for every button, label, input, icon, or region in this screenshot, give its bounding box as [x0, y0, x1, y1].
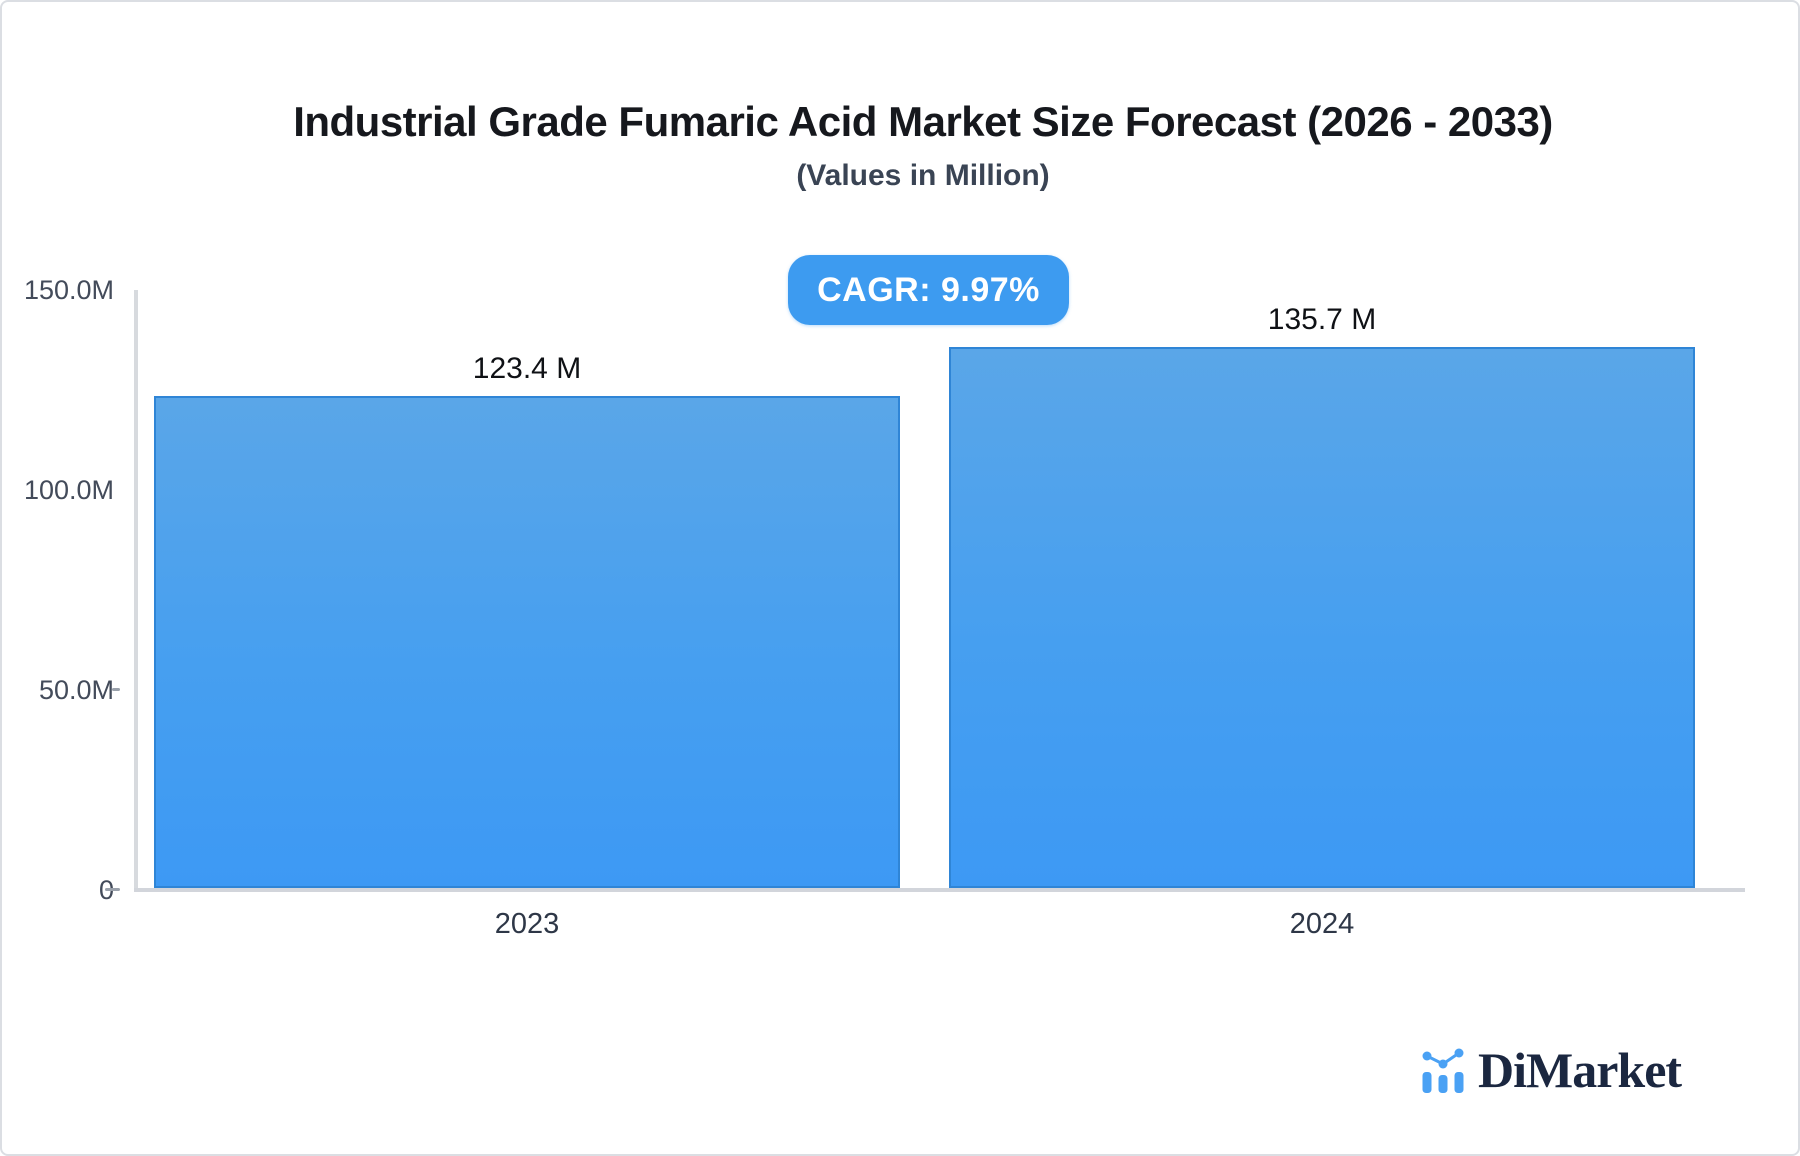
chart-subtitle: (Values in Million)	[796, 159, 1050, 192]
x-tick-label: 2024	[1289, 908, 1355, 940]
y-tick-label: 150.0M	[23, 275, 114, 305]
bar-value-label: 123.4 M	[472, 352, 582, 386]
dimarket-logo-text: DiMarket	[1478, 1042, 1682, 1098]
y-tick-mark	[112, 688, 120, 691]
y-tick-label: 100.0M	[23, 475, 114, 505]
cagr-badge: CAGR: 9.97%	[788, 255, 1069, 325]
cagr-badge-label: CAGR: 9.97%	[817, 270, 1040, 309]
y-tick-label: 50.0M	[38, 675, 114, 705]
bar-chart-trend-icon	[1422, 1048, 1464, 1093]
chart-title: Industrial Grade Fumaric Acid Market Siz…	[293, 98, 1553, 145]
y-axis-line	[134, 290, 138, 890]
y-tick-mark	[105, 888, 120, 891]
bar-value-label: 135.7 M	[1267, 303, 1377, 337]
y-tick-label: 0	[2, 873, 114, 907]
bar-2024[interactable]	[949, 347, 1695, 888]
bar-2023[interactable]	[154, 396, 900, 888]
dimarket-logo[interactable]: DiMarket	[1420, 1042, 1682, 1098]
x-tick-label: 2023	[494, 908, 560, 940]
x-axis-line	[134, 888, 1745, 892]
chart-header: Industrial Grade Fumaric Acid Market Siz…	[48, 94, 1798, 196]
